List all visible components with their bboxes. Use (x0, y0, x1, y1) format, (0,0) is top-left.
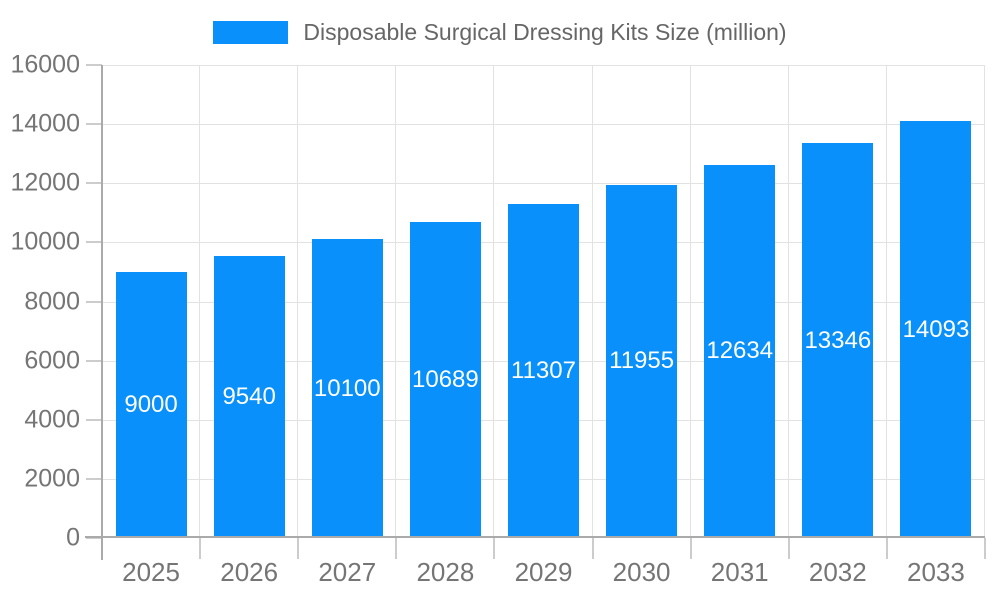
legend-swatch (213, 21, 289, 44)
y-axis-label: 4000 (24, 405, 80, 434)
x-axis-tick (395, 538, 398, 559)
x-gridline (885, 65, 887, 538)
x-gridline (395, 65, 397, 538)
x-axis-tick (885, 538, 888, 559)
x-axis-label: 2027 (318, 557, 377, 587)
x-gridline (591, 65, 593, 538)
y-axis-label: 16000 (10, 50, 80, 79)
x-gridline (297, 65, 299, 538)
bar-value-label: 11955 (609, 347, 675, 375)
y-axis-tick (86, 123, 102, 126)
bar-value-label: 9540 (222, 382, 276, 410)
bar-2025[interactable] (115, 271, 187, 538)
y-axis-tick (86, 418, 102, 421)
y-axis-label: 2000 (24, 464, 80, 493)
y-gridline (102, 124, 985, 126)
bar-2027[interactable] (311, 239, 383, 538)
bar-2028[interactable] (409, 222, 481, 538)
y-axis-tick (86, 359, 102, 362)
y-gridline (102, 183, 985, 185)
y-axis-tick (86, 300, 102, 303)
bar-value-label: 14093 (902, 315, 970, 343)
x-axis-tick (787, 538, 790, 559)
y-axis-tick (86, 182, 102, 185)
x-axis-tick (493, 538, 496, 559)
y-axis-label: 10000 (10, 227, 80, 256)
bar-value-label: 13346 (804, 326, 872, 354)
legend[interactable]: Disposable Surgical Dressing Kits Size (… (0, 19, 1000, 46)
x-gridline (689, 65, 691, 538)
x-axis-tick (689, 538, 692, 559)
y-axis-label: 14000 (10, 109, 80, 138)
x-axis-tick (297, 538, 300, 559)
x-axis-label: 2029 (514, 557, 573, 587)
x-gridline (199, 65, 201, 538)
x-gridline (787, 65, 789, 538)
x-axis-label: 2026 (220, 557, 279, 587)
bar-2031[interactable] (704, 164, 776, 538)
bar-2032[interactable] (802, 143, 874, 538)
bar-2033[interactable] (900, 121, 972, 538)
y-axis-label: 12000 (10, 168, 80, 197)
y-axis-line (101, 65, 103, 560)
bar-value-label: 10100 (313, 374, 381, 402)
bar-value-label: 10689 (412, 366, 479, 393)
bar-value-label: 12634 (706, 337, 774, 365)
x-axis-label: 2028 (416, 557, 475, 587)
x-axis-line (85, 536, 985, 538)
bar-2026[interactable] (213, 255, 285, 538)
x-axis-label: 2033 (907, 557, 965, 587)
x-axis-tick (199, 538, 202, 559)
x-axis-tick (591, 538, 594, 559)
y-axis-tick (86, 477, 102, 480)
y-axis-label: 0 (66, 523, 80, 552)
x-axis-label: 2032 (808, 557, 867, 587)
y-axis-label: 8000 (24, 287, 80, 315)
bar-2030[interactable] (606, 184, 678, 538)
y-axis-tick (86, 537, 102, 539)
y-axis-label: 6000 (24, 346, 80, 375)
y-axis-tick (86, 241, 102, 244)
y-gridline (102, 65, 985, 66)
plot-area: 0 2000 4000 6000 8000 10000 12000 14000 16000 900… (10, 51, 986, 587)
bar-2029[interactable] (508, 203, 579, 538)
bar-value-label: 11307 (511, 356, 576, 384)
x-gridline (493, 65, 495, 538)
bar-value-label: 9000 (124, 390, 178, 418)
y-axis-tick (86, 64, 102, 66)
x-axis-label: 2031 (710, 557, 769, 587)
x-axis-label: 2030 (612, 557, 671, 587)
legend-label: Disposable Surgical Dressing Kits Size (… (303, 19, 787, 45)
x-gridline (984, 65, 985, 538)
x-axis-label: 2025 (122, 557, 180, 587)
x-axis-tick (984, 538, 986, 559)
